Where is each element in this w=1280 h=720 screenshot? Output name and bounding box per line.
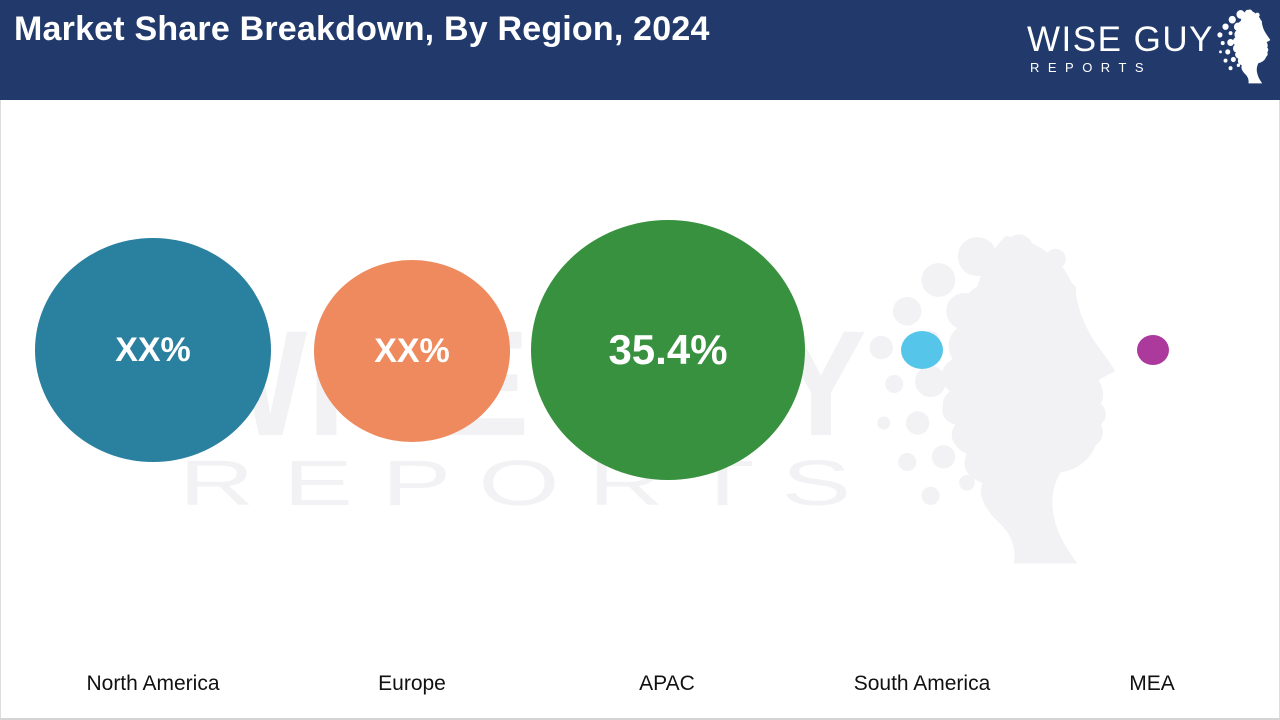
header: Market Share Breakdown, By Region, 2024 … [0, 0, 1280, 100]
bubble-south-america [901, 331, 943, 369]
wiseguy-logo: WISE GUY REPORTS [1027, 8, 1272, 84]
category-label-south-america: South America [853, 672, 991, 695]
bubble-mea [1137, 335, 1169, 365]
bubble-north-america: XX% [35, 238, 271, 462]
bubble-value-apac: 35.4% [608, 326, 728, 373]
watermark-subtext: R E P O R T S [179, 447, 851, 519]
watermark-head-icon [869, 234, 1116, 564]
bubble-value-europe: XX% [374, 331, 450, 370]
bubble-europe: XX% [314, 260, 510, 442]
category-label-mea: MEA [1129, 672, 1175, 695]
wiseguy-head-icon [1217, 9, 1271, 84]
bubble-value-north-america: XX% [115, 330, 191, 369]
category-label-europe: Europe [378, 672, 446, 695]
logo-subtext: REPORTS [1029, 60, 1153, 75]
bubble-apac: 35.4% [531, 220, 805, 480]
logo-wordmark: WISE GUY [1026, 20, 1214, 59]
logo-text: WISE GUY REPORTS [1027, 22, 1214, 75]
category-label-north-america: North America [86, 672, 220, 695]
page-title: Market Share Breakdown, By Region, 2024 [14, 10, 710, 48]
category-label-apac: APAC [639, 672, 695, 695]
chart-area: WISE GUY R E P O R T S XX% XX% 35.4% Nor… [0, 100, 1280, 720]
